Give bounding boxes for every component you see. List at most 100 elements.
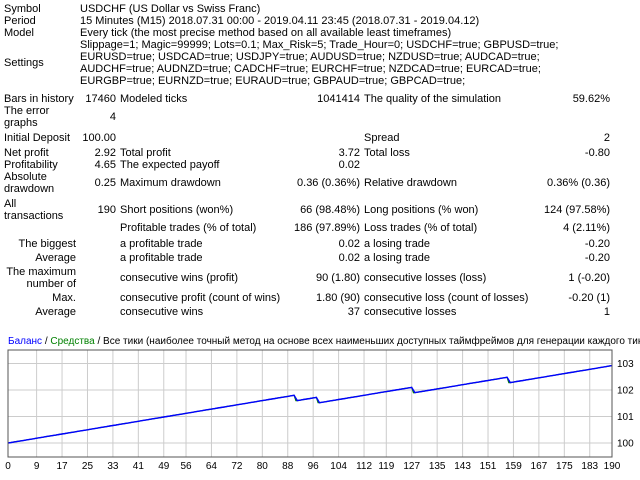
report-stat-row: Average a profitable trade 0.02 a losing tr… <box>2 252 612 264</box>
report-table: Symbol USDCHF (US Dollar vs Swiss Franc) P… <box>2 3 612 318</box>
stat-value: -0.80 <box>584 147 610 159</box>
x-tick-label: 151 <box>480 461 497 472</box>
x-tick-label: 159 <box>505 461 522 472</box>
x-tick-label: 64 <box>206 461 218 472</box>
stat-label: consecutive losses <box>364 306 457 318</box>
stat-label: Average <box>35 306 76 318</box>
stat-label: The error graphs <box>4 105 50 129</box>
report-stat-row: The biggest a profitable trade 0.02 a losin… <box>2 238 612 250</box>
stat-value: 4 (2.11%) <box>563 222 610 234</box>
legend-separator: / <box>42 336 51 347</box>
x-tick-label: 175 <box>556 461 573 472</box>
legend-separator: / <box>94 336 104 347</box>
stat-value: 0.02 <box>338 238 360 250</box>
report-info-value: Slippage=1; Magic=99999; Lots=0.1; Max_R… <box>80 39 559 87</box>
stat-label: consecutive wins (profit) <box>120 272 238 284</box>
stat-label: consecutive losses (loss) <box>364 272 487 284</box>
legend-balance-label: Баланс <box>8 336 43 347</box>
stat-value: 3.72 <box>338 147 360 159</box>
y-tick-label: 102 <box>617 386 634 397</box>
stat-label: Total profit <box>120 147 171 159</box>
x-tick-label: 127 <box>403 461 420 472</box>
stat-label: Profitability <box>4 159 58 171</box>
stat-label: a profitable trade <box>120 252 203 264</box>
stat-value: 0.36 (0.36%) <box>297 177 360 189</box>
stat-label: a profitable trade <box>120 238 203 250</box>
x-tick-label: 143 <box>454 461 471 472</box>
stat-label: Absolute drawdown <box>4 171 55 195</box>
x-tick-label: 112 <box>356 461 372 472</box>
x-tick-label: 9 <box>34 461 40 472</box>
stat-value: 4 <box>109 111 116 123</box>
stat-value: 0.02 <box>338 252 360 264</box>
stat-label: Maximum drawdown <box>120 177 221 189</box>
report-info-row: Model Every tick (the most precise method… <box>2 27 612 39</box>
stat-value: 66 (98.48%) <box>300 204 360 216</box>
stat-value: -0.20 <box>584 238 610 250</box>
x-tick-label: 88 <box>282 461 294 472</box>
x-tick-label: 25 <box>82 461 94 472</box>
stat-value: 37 <box>347 306 360 318</box>
x-tick-label: 167 <box>531 461 548 472</box>
stat-value: 190 <box>97 204 116 216</box>
chart-legend: Баланс / Средства / Все тики (наиболее т… <box>0 334 640 349</box>
x-tick-label: 56 <box>180 461 192 472</box>
stat-value: 1041414 <box>317 93 360 105</box>
x-tick-label: 41 <box>133 461 145 472</box>
report-info-label: Model <box>4 27 34 39</box>
y-tick-label: 100 <box>617 439 634 450</box>
stat-value: 100.00 <box>82 132 116 144</box>
report-info-row: Settings Slippage=1; Magic=99999; Lots=0.… <box>2 39 612 87</box>
stat-value: 124 (97.58%) <box>544 204 611 216</box>
stat-label: a losing trade <box>364 238 431 250</box>
y-tick-label: 103 <box>617 359 634 370</box>
stat-label: consecutive profit (count of wins) <box>120 292 281 304</box>
stat-label: Short positions (won%) <box>120 204 234 216</box>
report-info-value: USDCHF (US Dollar vs Swiss Franc) <box>80 3 261 15</box>
stat-label: Modeled ticks <box>120 93 188 105</box>
report-stat-row: The maximum number of consecutive wins (p… <box>2 266 612 290</box>
report-info-row: Symbol USDCHF (US Dollar vs Swiss Franc) <box>2 3 612 15</box>
stat-value: 0.25 <box>94 177 116 189</box>
stat-value: 2.92 <box>94 147 116 159</box>
stat-value: 0.02 <box>338 159 360 171</box>
report-info-row: Period 15 Minutes (M15) 2018.07.31 00:00 … <box>2 15 612 27</box>
x-tick-label: 119 <box>378 461 394 472</box>
stat-label: The biggest <box>18 238 76 250</box>
balance-line <box>7 364 613 444</box>
plot-border <box>7 349 613 458</box>
stat-label: The maximum number of <box>6 266 76 290</box>
x-tick-label: 49 <box>158 461 170 472</box>
plot-area <box>8 350 612 457</box>
report-stat-row: Average consecutive wins 37 consecutive los… <box>2 306 612 318</box>
report-info-value: 15 Minutes (M15) 2018.07.31 00:00 - 2019… <box>80 15 480 27</box>
x-tick-label: 183 <box>581 461 598 472</box>
stat-label: consecutive loss (count of losses) <box>364 292 529 304</box>
x-tick-label: 135 <box>429 461 446 472</box>
x-tick-label: 80 <box>257 461 269 472</box>
stat-value: 186 (97.89%) <box>293 222 360 234</box>
x-tick-label: 190 <box>604 461 621 472</box>
stat-value: -0.20 <box>584 252 610 264</box>
stat-value: 4.65 <box>94 159 116 171</box>
x-tick-label: 33 <box>107 461 119 472</box>
report-stat-row: Absolute drawdown 0.25 Maximum drawdown 0.3… <box>2 171 612 195</box>
report-info-label: Settings <box>4 57 44 69</box>
x-tick-label: 17 <box>56 461 68 472</box>
stat-value: -0.20 (1) <box>568 292 610 304</box>
report-info-label: Symbol <box>4 3 41 15</box>
report-stat-row: All transactions 190 Short positions (won%… <box>2 198 612 222</box>
balance-chart-section: Баланс / Средства / Все тики (наиболее т… <box>0 334 640 480</box>
stat-label: Average <box>35 252 76 264</box>
stat-label: Bars in history <box>4 93 74 105</box>
stat-label: Initial Deposit <box>4 132 71 144</box>
stat-value: 2 <box>603 132 610 144</box>
report-info-value: Every tick (the most precise method base… <box>80 27 452 39</box>
stat-value: 17460 <box>85 93 116 105</box>
stat-value: 0.36% (0.36) <box>547 177 610 189</box>
stat-label: Loss trades (% of total) <box>364 222 478 234</box>
stat-label: Net profit <box>4 147 49 159</box>
stat-label: Total loss <box>364 147 410 159</box>
report-stat-row: Bars in history 17460 Modeled ticks 1041414… <box>2 93 612 105</box>
report-stat-row: Profitable trades (% of total) 186 (97.89… <box>2 222 612 234</box>
